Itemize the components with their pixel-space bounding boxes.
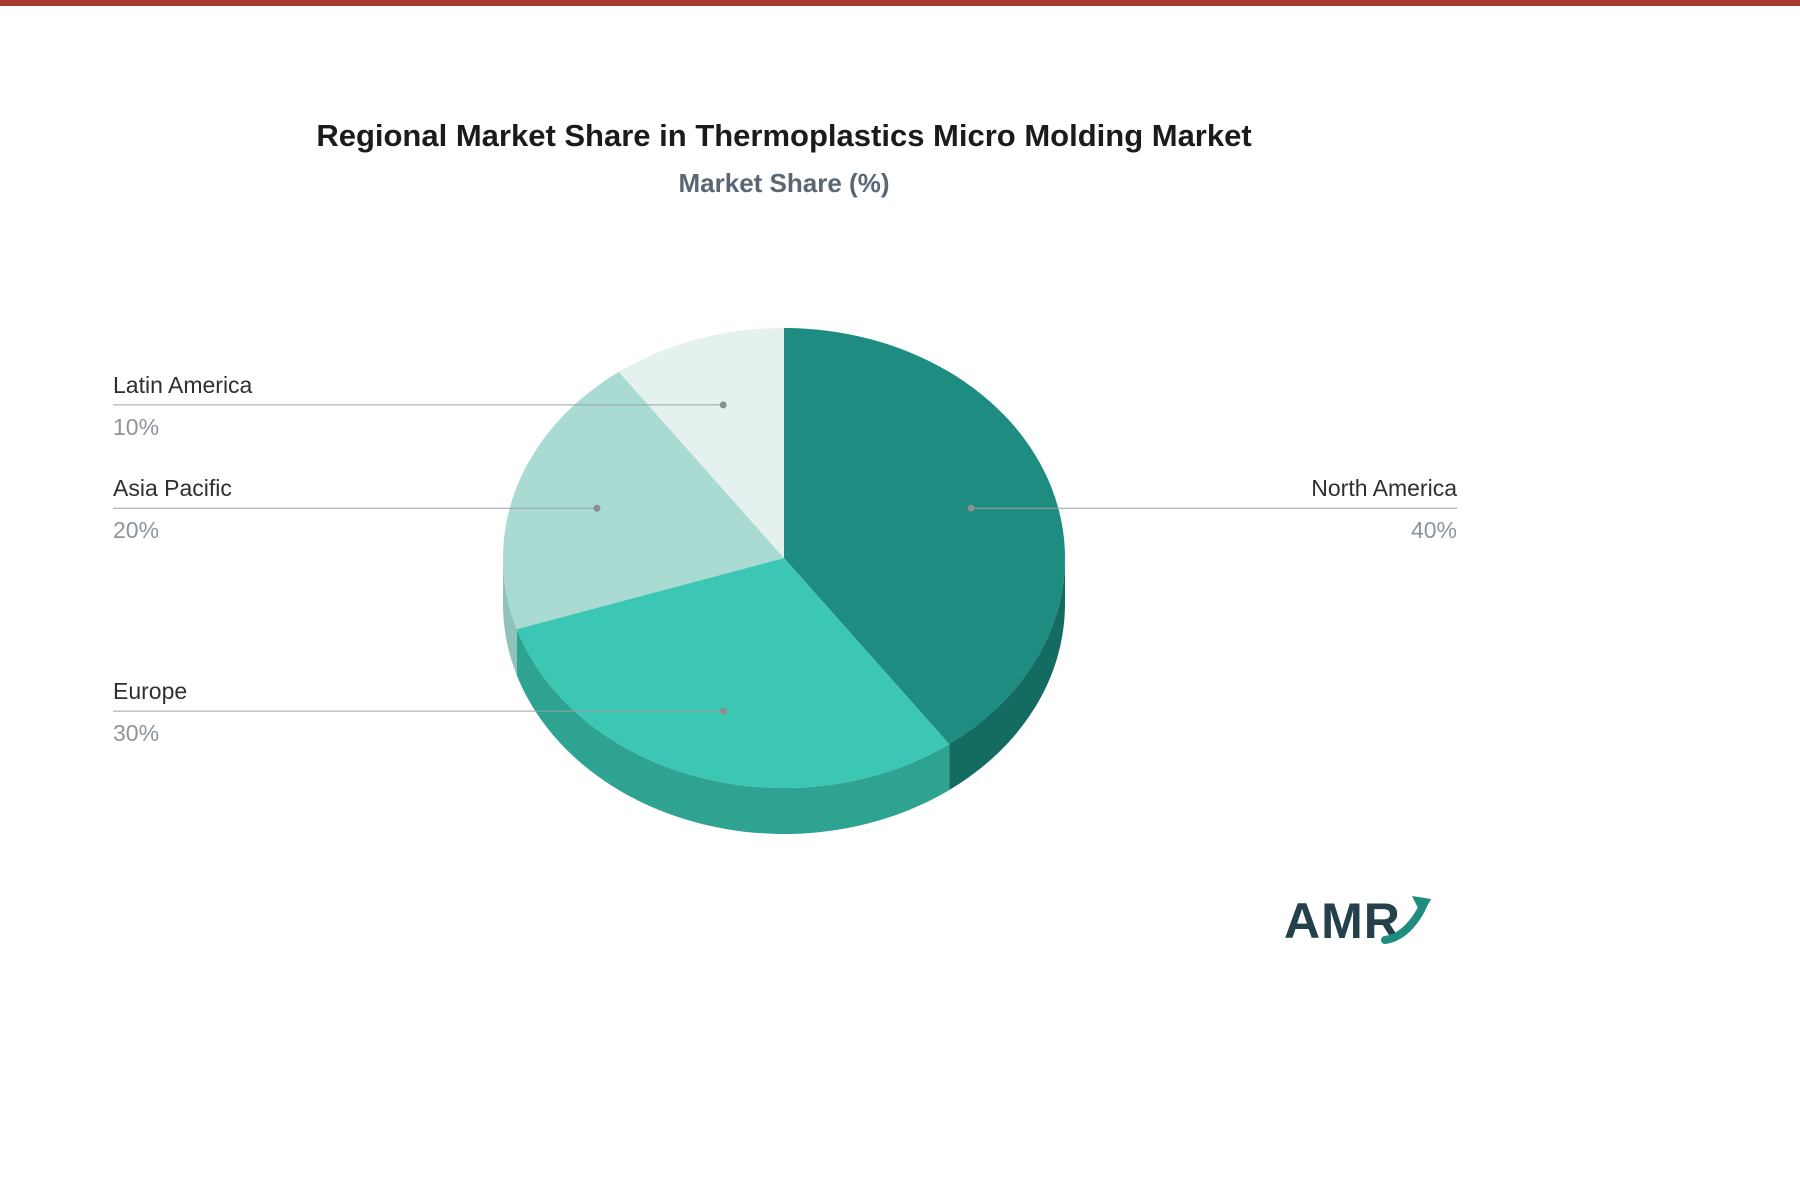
slice-label-percent: 40% [1410,517,1457,544]
slice-label-name: North America [1311,475,1457,502]
leader-dot-latin-america [719,401,727,409]
slice-label-percent: 20% [113,517,160,544]
amr-logo: AMR [1284,894,1431,949]
leader-dot-europe [719,707,727,715]
pie-slice-europe[interactable] [516,558,950,788]
leader-dot-north-america [967,504,975,512]
pie-slice-side-asia-pacific [503,558,517,676]
chart-subtitle: Market Share (%) [678,168,890,198]
pie-slice-side-europe [516,629,950,834]
chart-title: Regional Market Share in Thermoplastics … [316,118,1252,153]
slice-label-asia-pacific: Asia Pacific 20% [113,473,232,545]
pie-slice-asia-pacific[interactable] [502,371,784,630]
slice-label-percent: 10% [113,413,160,440]
leader-dot-asia-pacific [593,504,601,512]
pie-slice-latin-america[interactable] [618,328,784,558]
top-accent-bar [0,0,1800,6]
amr-logo-text: AMR [1284,893,1401,949]
slice-label-name: Europe [113,678,188,705]
slice-label-name: Asia Pacific [113,475,232,502]
slice-label-north-america: North America 40% [1311,473,1457,545]
slice-label-name: Latin America [113,371,253,398]
pie-slice-side-north-america [949,558,1065,791]
growth-arrow-icon [1380,894,1431,949]
slice-label-latin-america: Latin America 10% [113,370,252,442]
slice-label-percent: 30% [113,720,160,747]
pie-slice-north-america[interactable] [784,328,1065,745]
slice-label-europe: Europe 30% [113,676,187,748]
